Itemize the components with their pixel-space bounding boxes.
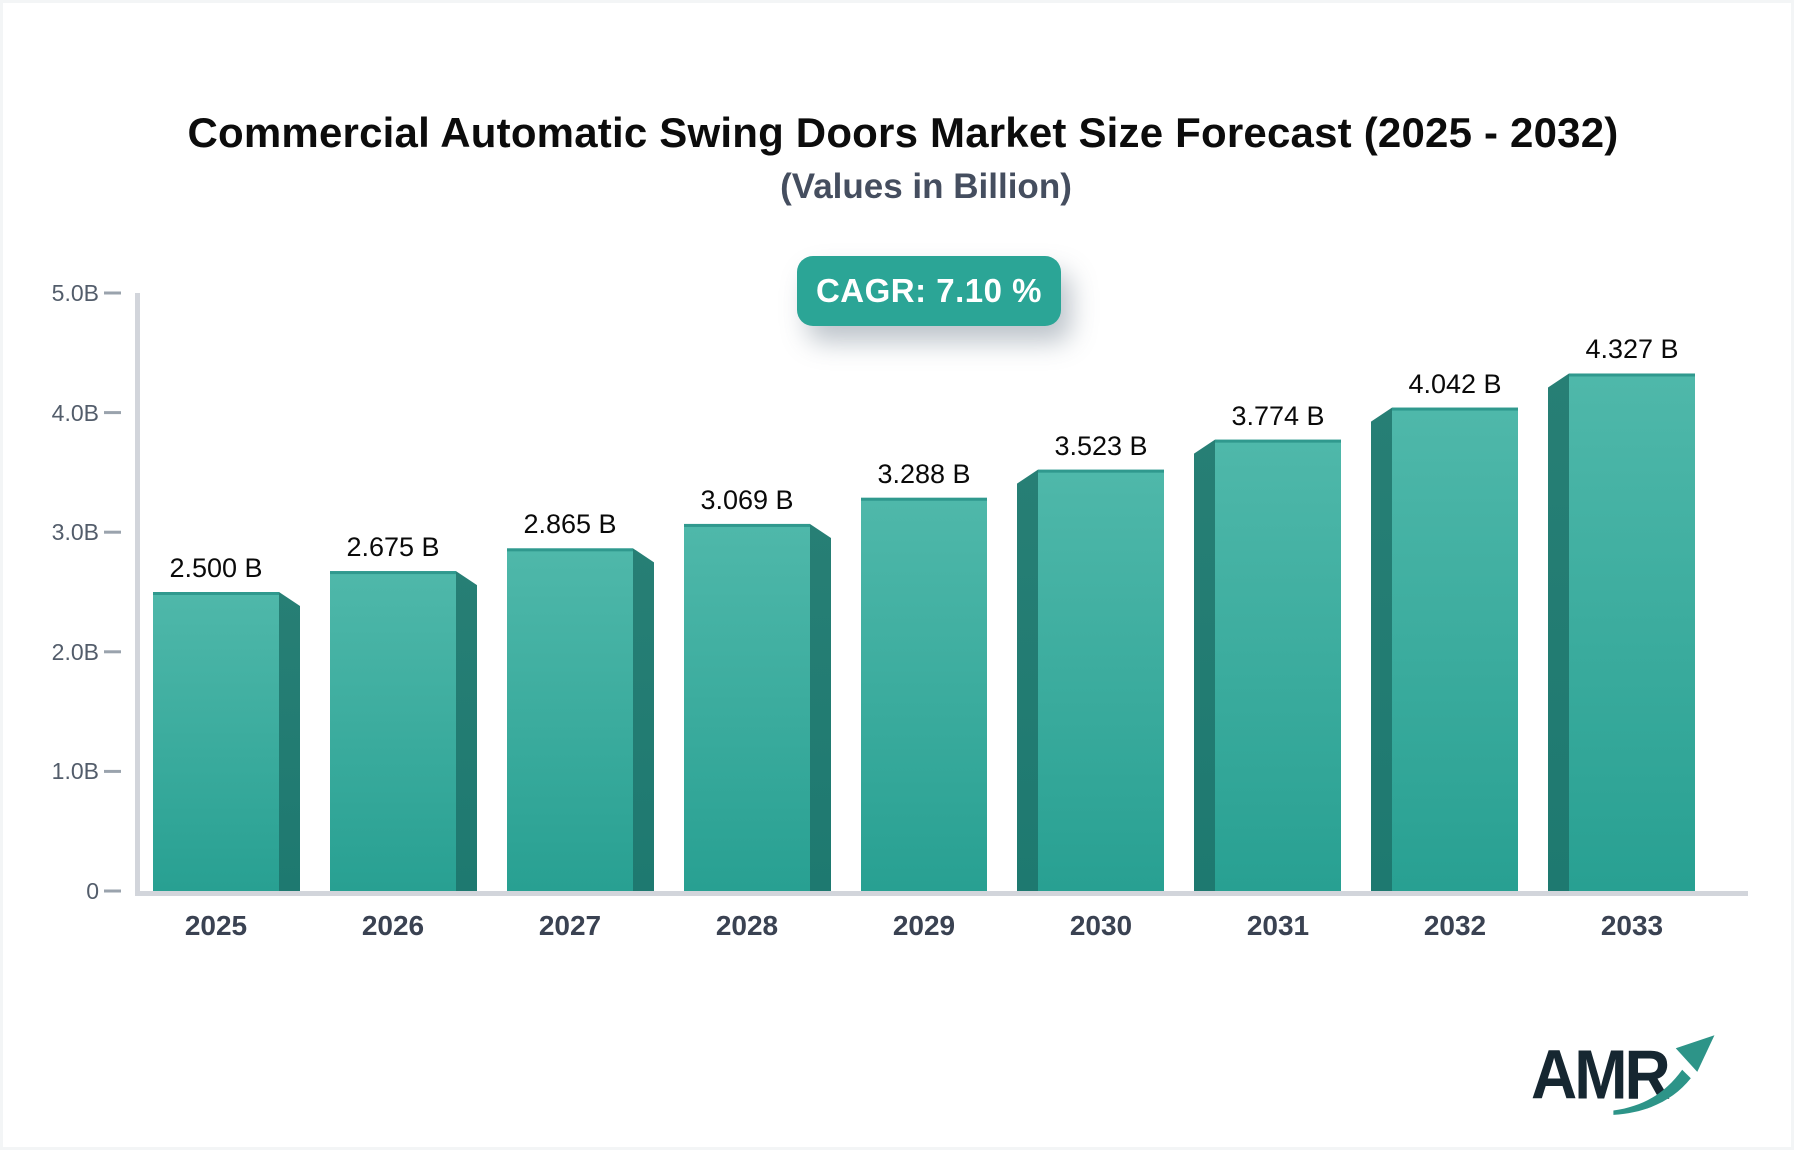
bar-top-edge: [507, 548, 633, 552]
bar-face: [507, 548, 633, 891]
bar-side: [456, 571, 477, 891]
bar-side: [1017, 469, 1038, 891]
bar-side: [810, 523, 831, 891]
bar-top-edge: [1215, 439, 1341, 443]
y-tick-mark: [104, 291, 121, 295]
bar-2031: [1194, 439, 1341, 891]
bar-face: [1038, 469, 1164, 891]
bar-face: [684, 523, 810, 891]
bar-chart-canvas: [104, 291, 1748, 896]
bar-side: [1371, 407, 1392, 891]
x-axis-line: [135, 891, 1748, 896]
bar-face: [330, 571, 456, 891]
bar-top-edge: [153, 592, 279, 595]
bar-2032: [1371, 407, 1518, 891]
chart-subtitle: (Values in Billion): [780, 167, 1072, 206]
bar-side: [633, 548, 654, 891]
chart-title: Commercial Automatic Swing Doors Market …: [187, 109, 1619, 156]
bar-2026: [330, 571, 477, 891]
bar-2030: [1017, 469, 1164, 891]
bar-face: [153, 592, 279, 891]
y-tick-mark: [104, 889, 121, 893]
growth-arrow-icon: [1613, 1035, 1715, 1115]
bar-face: [1569, 373, 1695, 891]
bar-top-edge: [861, 497, 987, 501]
y-tick-mark: [104, 411, 121, 415]
bar-top-edge: [1569, 373, 1695, 377]
bar-side: [1194, 439, 1215, 891]
bar-side: [1548, 373, 1569, 891]
bar-2029: [861, 497, 987, 891]
cagr-badge-label: CAGR: 7.10 %: [815, 272, 1043, 309]
bar-2027: [507, 548, 654, 891]
bar-top-edge: [1392, 407, 1518, 411]
y-tick-mark: [104, 650, 121, 654]
bar-top-edge: [1038, 469, 1164, 473]
cagr-badge: CAGR: 7.10 %: [797, 256, 1061, 326]
y-axis-line: [135, 293, 140, 896]
bar-top-edge: [684, 523, 810, 527]
y-tick-mark: [104, 530, 121, 534]
bar-2025: [153, 592, 300, 891]
bar-2033: [1548, 373, 1695, 891]
bar-face: [1392, 407, 1518, 891]
bar-side: [279, 592, 300, 891]
bar-2028: [684, 523, 831, 891]
y-tick-mark: [104, 769, 121, 773]
bar-top-edge: [330, 571, 456, 575]
bar-face: [1215, 439, 1341, 891]
bar-face: [861, 497, 987, 891]
amr-logo: AMR: [1531, 1025, 1731, 1115]
